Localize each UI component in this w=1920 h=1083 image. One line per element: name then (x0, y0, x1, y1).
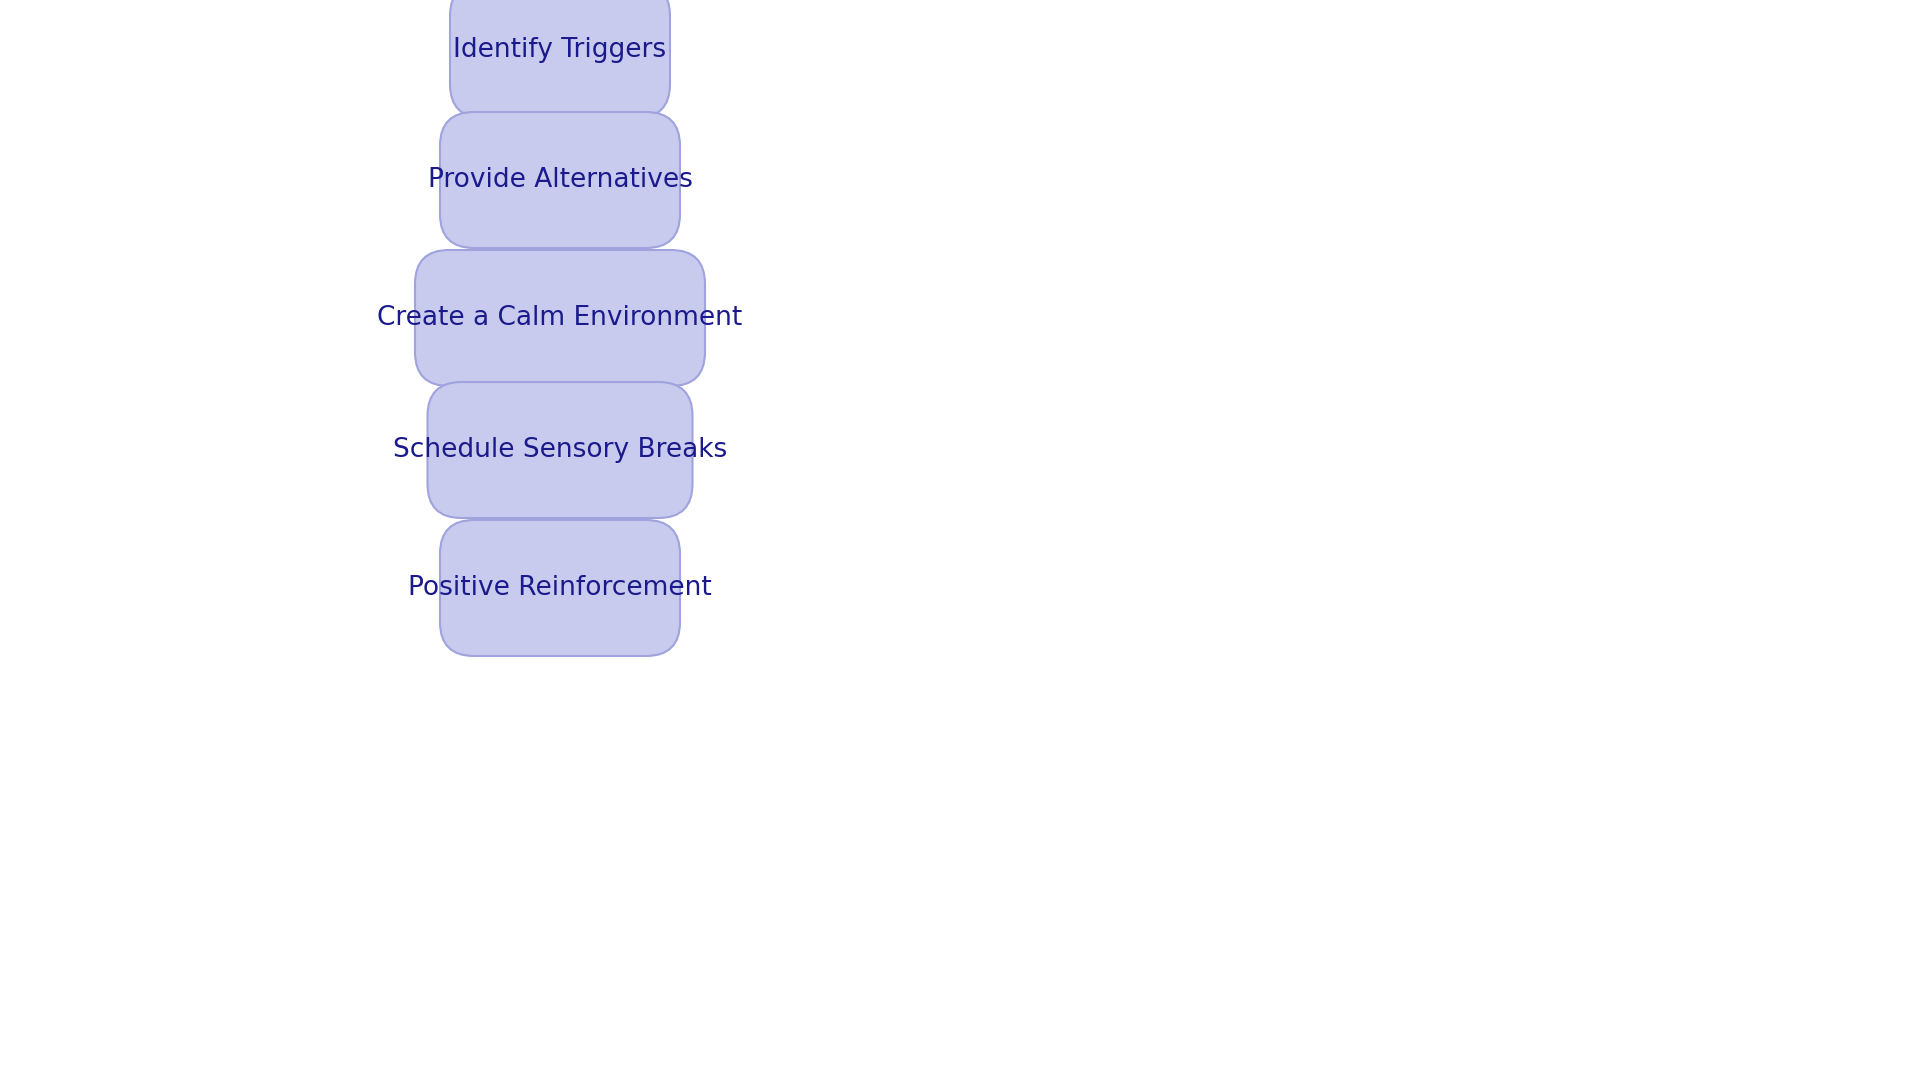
FancyBboxPatch shape (415, 250, 705, 386)
FancyBboxPatch shape (440, 112, 680, 248)
Text: Provide Alternatives: Provide Alternatives (428, 167, 693, 193)
Text: Schedule Sensory Breaks: Schedule Sensory Breaks (394, 438, 728, 464)
FancyBboxPatch shape (449, 0, 670, 118)
FancyBboxPatch shape (440, 520, 680, 656)
Text: Positive Reinforcement: Positive Reinforcement (409, 575, 712, 601)
FancyBboxPatch shape (428, 382, 693, 518)
Text: Identify Triggers: Identify Triggers (453, 37, 666, 63)
Text: Create a Calm Environment: Create a Calm Environment (378, 305, 743, 331)
